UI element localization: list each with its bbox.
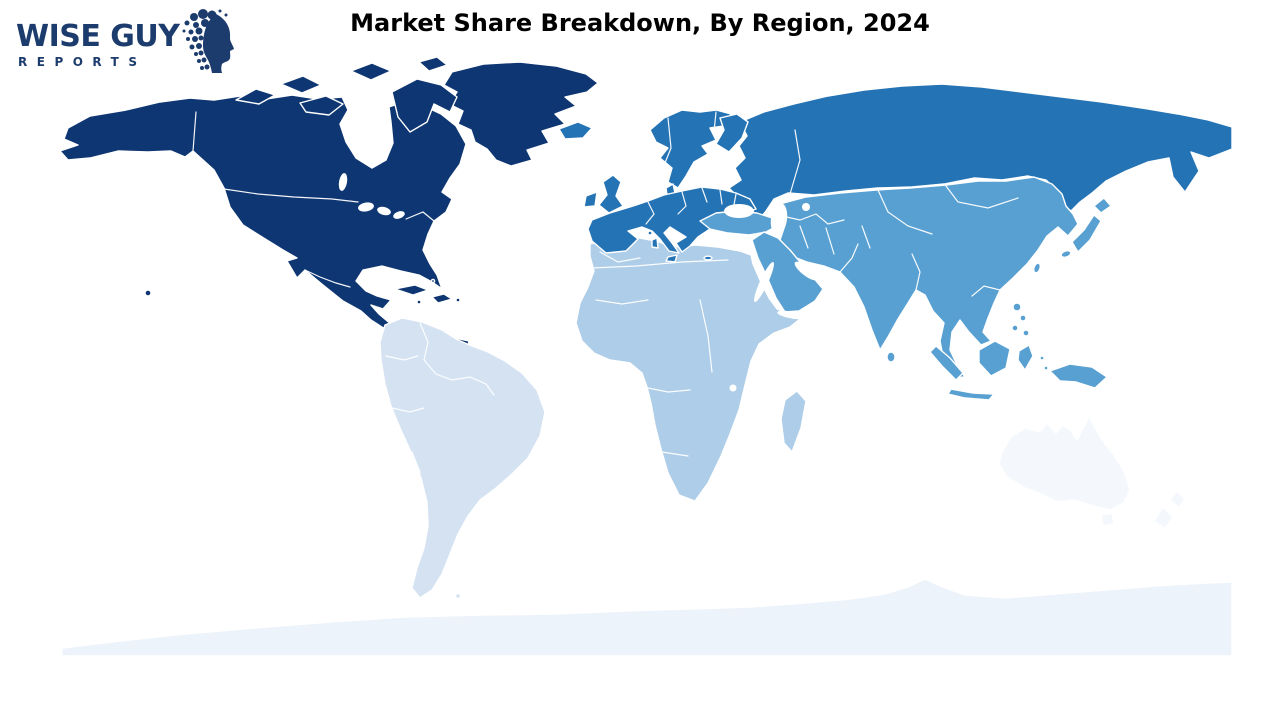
crete [703,255,713,261]
seas-and-lakes [338,156,818,392]
philippines-mindanao [1022,329,1030,337]
sri-lanka [886,351,896,363]
puerto-rico [455,297,461,303]
logo-text: WISE GUY REPORTS [16,19,180,70]
cuba [394,284,429,296]
arctic-island [280,75,322,94]
persian-gulf [794,261,818,281]
arctic-island [418,56,448,72]
sardinia [651,237,659,249]
great-lake [358,202,374,212]
country-borders [192,111,1019,529]
japan-honshu [1071,214,1102,253]
caspian-sea [770,203,788,235]
great-britain [598,174,624,214]
sulawesi [1017,344,1034,371]
philippines-island [1019,314,1027,322]
region-south-america [379,317,546,600]
region-asia-pacific [699,176,1112,401]
borneo [978,340,1011,377]
region-oceania [998,416,1186,530]
australia [998,416,1131,511]
jamaica [416,299,422,305]
hispaniola [431,293,453,304]
logo-wordmark: WISE GUY [16,19,180,54]
japan-kyushu [1060,250,1072,258]
tasmania [1100,512,1115,527]
antarctica [61,578,1233,657]
sumatra [929,345,964,381]
moluccas [1043,365,1049,371]
japan-hokkaido [1093,197,1112,214]
wise-guy-reports-logo: WISE GUY REPORTS [16,8,236,74]
scandinavia [649,109,732,189]
chart-title: Market Share Breakdown, By Region, 2024 [350,9,930,37]
ireland [583,191,598,208]
lake-victoria [729,384,737,392]
new-guinea [1049,363,1108,389]
philippines-luzon [1012,302,1022,312]
south-america-mainland [379,317,546,599]
philippines-island [1011,324,1019,332]
falkland-islands [454,592,462,600]
java [947,388,995,401]
bahamas [430,278,436,284]
new-zealand-south [1153,506,1174,530]
baffin-island [391,78,458,133]
lake-winnipeg [338,173,348,191]
new-zealand-north [1169,490,1186,509]
moluccas [1039,355,1045,361]
hawaii [144,289,152,297]
arctic-island [350,62,392,81]
head-profile-icon [182,9,234,73]
taiwan [1033,262,1041,274]
aral-sea [802,203,810,211]
asia-mainland [779,176,1079,379]
north-america-mainland [59,94,467,342]
corsica [647,230,653,236]
region-north-america [59,56,599,355]
baltic-sea [694,156,708,184]
gulf-of-aden [777,310,807,320]
red-sea [754,261,774,303]
black-sea [724,204,754,218]
finland [715,113,749,153]
europe-mainland [587,186,757,254]
region-europe [558,83,1233,263]
victoria-island [299,95,344,116]
madagascar [780,390,807,453]
arctic-island [235,88,276,105]
iceland [558,121,593,140]
sicily [665,254,678,263]
region-antarctica [61,578,1233,657]
greenland [443,61,599,167]
great-lake [393,211,405,219]
great-lake [377,206,391,216]
logo-subtitle: REPORTS [18,55,147,69]
